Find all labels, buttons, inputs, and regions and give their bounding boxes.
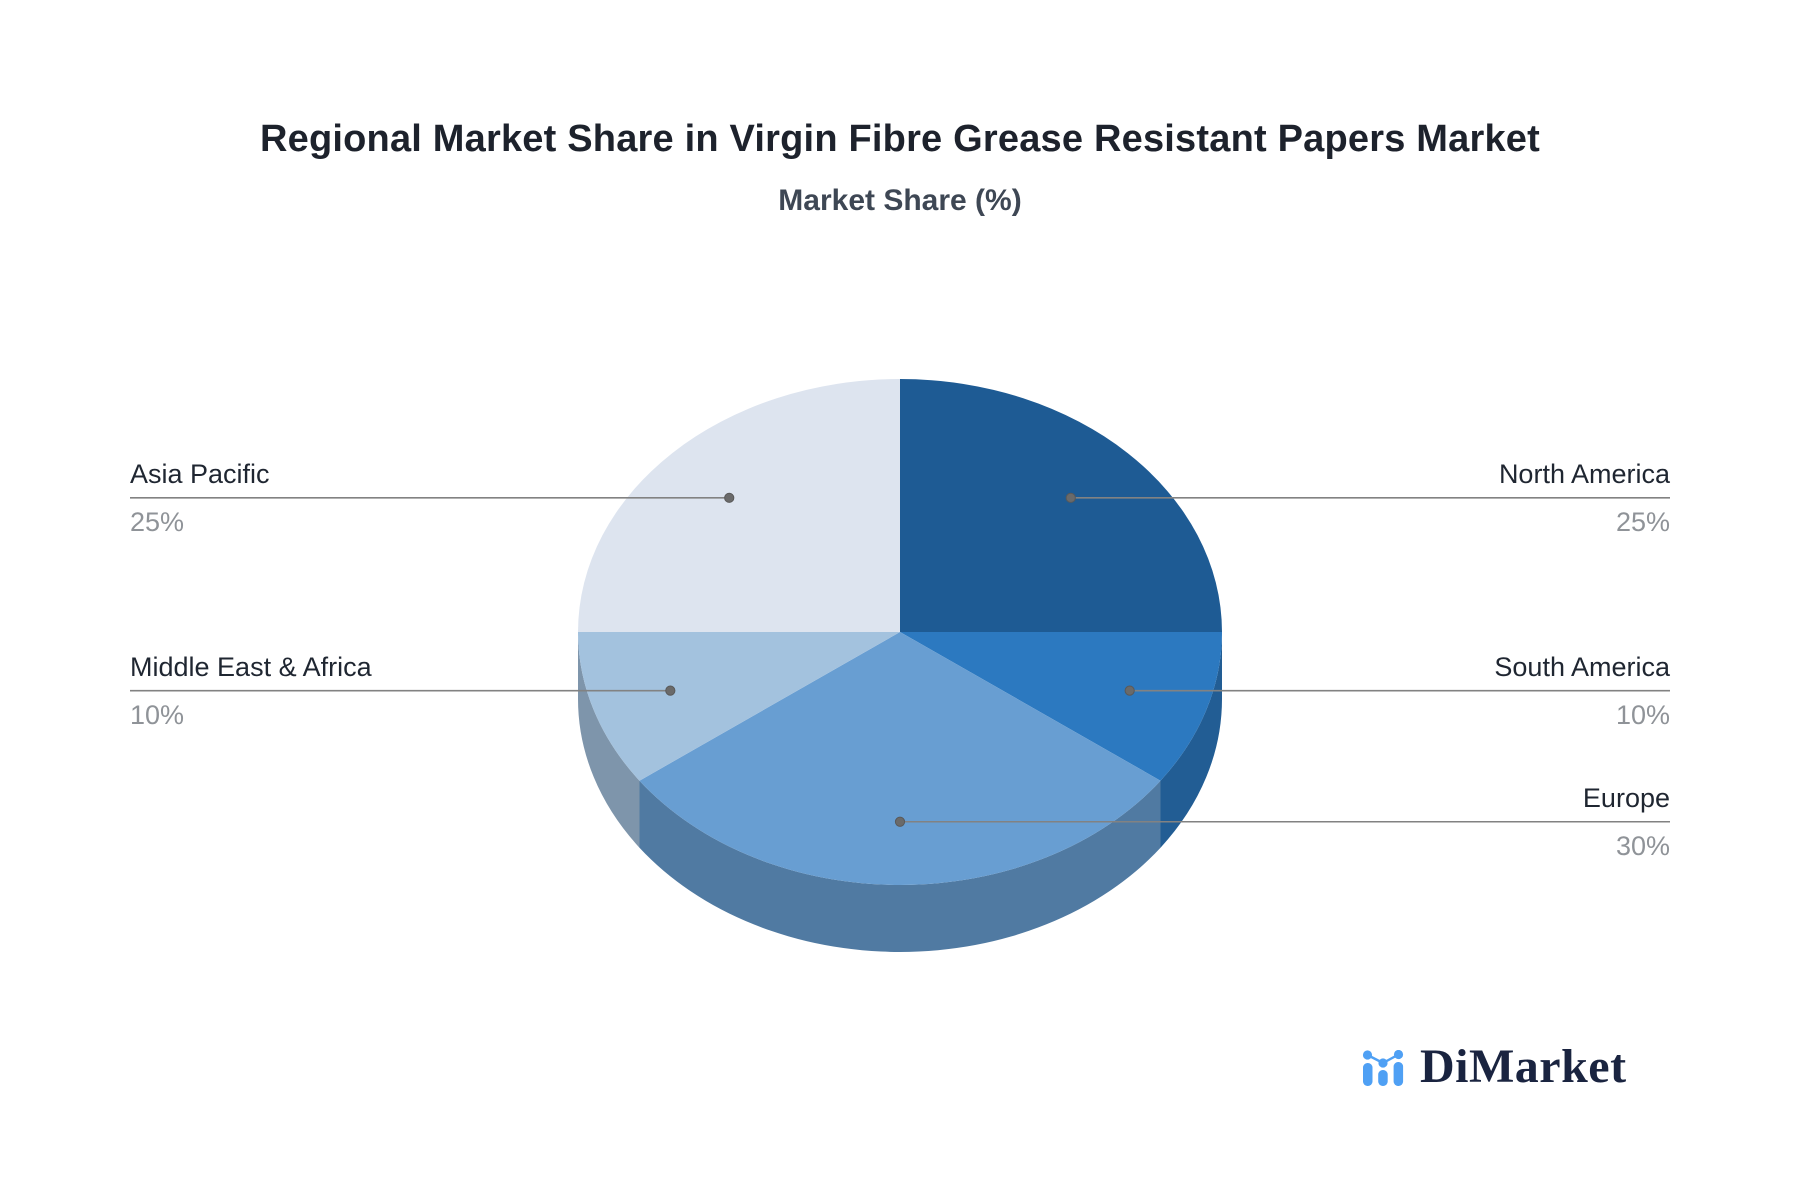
chart-subtitle: Market Share (%) bbox=[778, 184, 1022, 217]
pie-slice-asia-pacific[interactable] bbox=[578, 379, 900, 632]
leader-dot-middle-east-africa bbox=[665, 685, 676, 696]
slice-label-asia-pacific: Asia Pacific bbox=[130, 458, 270, 489]
leader-dot-south-america bbox=[1124, 685, 1135, 696]
chart-title: Regional Market Share in Virgin Fibre Gr… bbox=[259, 118, 1541, 160]
slice-label-europe: Europe bbox=[1582, 782, 1670, 813]
brand-name: DiMarket bbox=[1420, 1040, 1627, 1093]
slice-value-middle-east-africa: 10% bbox=[130, 699, 185, 730]
slice-label-middle-east-africa: Middle East & Africa bbox=[130, 651, 372, 682]
brand-logo: DiMarket bbox=[1362, 1042, 1627, 1092]
pie-slice-middle-east-africa[interactable] bbox=[578, 632, 900, 781]
slice-label-north-america: North America bbox=[1498, 458, 1670, 489]
slice-value-north-america: 25% bbox=[1615, 506, 1670, 537]
pie-slice-side-europe bbox=[639, 780, 1161, 952]
slice-value-south-america: 10% bbox=[1615, 699, 1670, 730]
slice-value-asia-pacific: 25% bbox=[130, 506, 185, 537]
leader-dot-north-america bbox=[1065, 492, 1076, 503]
slice-value-europe: 30% bbox=[1615, 830, 1670, 861]
leader-dot-asia-pacific bbox=[724, 492, 735, 503]
bar-chart-logo-icon bbox=[1362, 1050, 1404, 1086]
pie-slice-side-middle-east-africa bbox=[578, 632, 640, 848]
leader-dot-europe bbox=[894, 816, 906, 827]
pie-slice-south-america[interactable] bbox=[900, 632, 1222, 781]
pie-slice-north-america[interactable] bbox=[900, 379, 1222, 632]
slice-label-south-america: South America bbox=[1494, 651, 1670, 682]
pie-slice-side-south-america bbox=[1160, 632, 1222, 848]
